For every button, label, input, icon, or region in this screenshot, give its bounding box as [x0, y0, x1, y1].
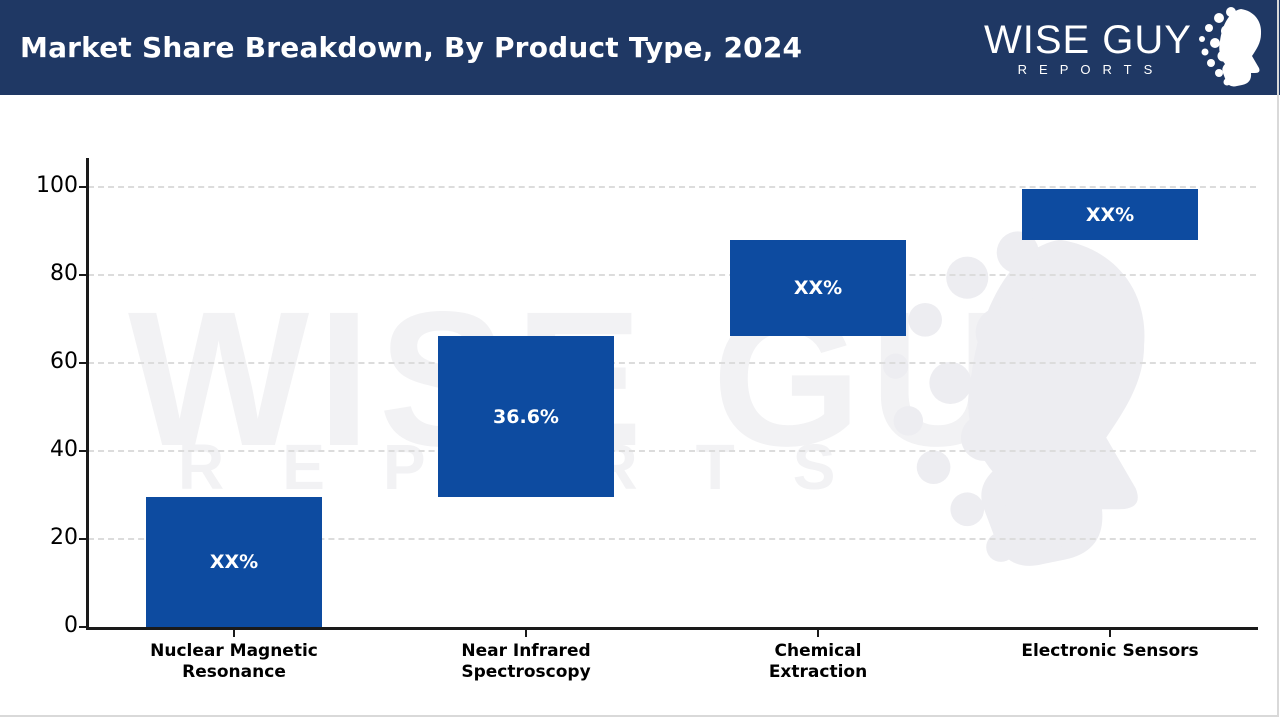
- logo-wiseguy-text: WISE GUY: [983, 18, 1192, 62]
- y-tick-mark-0: [79, 626, 88, 628]
- x-category-label-2: Chemical Extraction: [768, 641, 868, 682]
- page-title: Market Share Breakdown, By Product Type,…: [20, 31, 803, 64]
- gridline-80: [88, 274, 1256, 276]
- gridline-40: [88, 450, 1256, 452]
- x-category-label-3: Electronic Sensors: [1021, 641, 1199, 661]
- y-tick-label-20: 20: [50, 525, 78, 550]
- y-tick-label-40: 40: [50, 437, 78, 462]
- y-tick-mark-60: [79, 362, 88, 364]
- bar-value-label-1: 36.6%: [493, 405, 559, 428]
- bar-segment-2: XX%: [730, 240, 906, 336]
- x-axis-line: [86, 627, 1258, 630]
- gridline-60: [88, 362, 1256, 364]
- logo-reports-text: REPORTS: [1017, 62, 1165, 77]
- gridline-20: [88, 538, 1256, 540]
- y-axis-line: [86, 158, 89, 630]
- y-tick-label-0: 0: [64, 613, 78, 638]
- bar-value-label-3: XX%: [1085, 203, 1135, 226]
- x-tick-mark-2: [817, 630, 819, 637]
- x-tick-mark-3: [1109, 630, 1111, 637]
- brand-logo: WISE GUY REPORTS: [984, 18, 1192, 78]
- header-bar: Market Share Breakdown, By Product Type,…: [0, 0, 1280, 95]
- watermark-dotted-head-graphic: [883, 231, 1145, 566]
- logo-dotted-head-icon: [1199, 7, 1262, 87]
- x-tick-mark-1: [525, 630, 527, 637]
- y-tick-label-80: 80: [50, 261, 78, 286]
- bar-value-label-0: XX%: [209, 551, 259, 573]
- bar-segment-1: 36.6%: [438, 336, 614, 497]
- y-tick-mark-20: [79, 538, 88, 540]
- y-tick-label-60: 60: [50, 349, 78, 374]
- x-tick-mark-0: [233, 630, 235, 637]
- y-tick-mark-80: [79, 274, 88, 276]
- gridline-100: [88, 186, 1256, 188]
- x-category-label-0: Nuclear Magnetic Resonance: [150, 641, 318, 682]
- y-tick-mark-40: [79, 450, 88, 452]
- bar-value-label-2: XX%: [793, 277, 843, 299]
- x-category-label-1: Near Infrared Spectroscopy: [461, 641, 591, 682]
- y-tick-label-100: 100: [36, 173, 78, 198]
- bar-segment-3: XX%: [1022, 189, 1198, 240]
- bar-segment-0: XX%: [146, 497, 322, 627]
- y-tick-mark-100: [79, 186, 88, 188]
